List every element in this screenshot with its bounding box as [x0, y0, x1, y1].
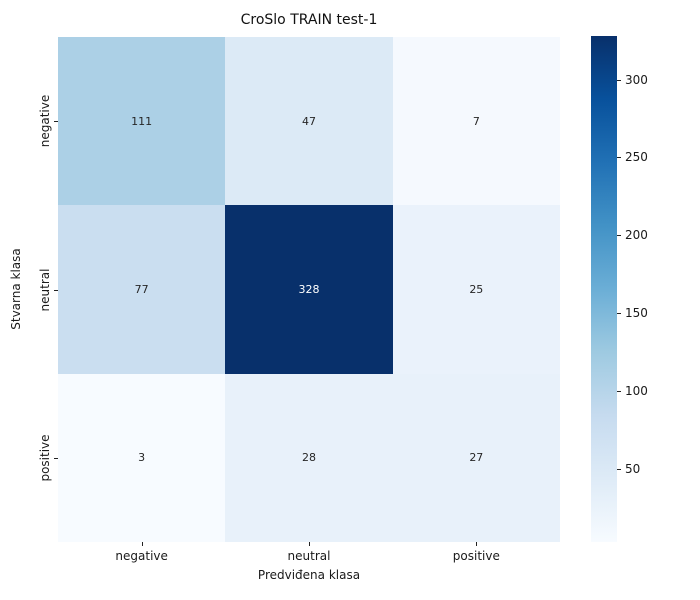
y-axis-label: Stvarna klasa: [9, 248, 23, 330]
x-axis-label: Predviđena klasa: [257, 568, 361, 582]
x-tick-mark: [476, 542, 478, 546]
colorbar-tick-label: 250: [625, 150, 648, 165]
x-tick-label: positive: [452, 549, 500, 563]
colorbar-tick-label: 50: [625, 461, 641, 476]
heatmap-cell: 25: [392, 205, 560, 374]
y-tick-mark: [54, 121, 58, 123]
colorbar: [591, 36, 617, 542]
heatmap-cell: 328: [225, 205, 393, 374]
heatmap-cell: 77: [58, 205, 226, 374]
heatmap-cell: 28: [225, 373, 393, 542]
colorbar-tick-mark: [617, 157, 621, 159]
y-tick-label: positive: [38, 434, 52, 482]
y-tick-label: neutral: [38, 268, 52, 311]
colorbar-tick-mark: [617, 390, 621, 392]
x-tick-mark: [309, 542, 310, 546]
heatmap-grid: 111 47 7 77 328 25 3 28 27: [58, 37, 560, 542]
colorbar-tick-label: 100: [625, 383, 648, 398]
colorbar-tick-mark: [617, 79, 621, 81]
heatmap-cell: 27: [392, 373, 560, 542]
x-tick-label: negative: [115, 549, 168, 563]
y-tick-mark: [54, 289, 58, 291]
colorbar-tick-mark: [617, 235, 621, 237]
y-tick-mark: [54, 457, 58, 459]
heatmap-cell: 47: [225, 37, 393, 206]
heatmap-cell: 7: [392, 37, 560, 206]
x-tick-mark: [141, 542, 143, 546]
heatmap-cell: 111: [58, 37, 226, 206]
colorbar-tick-mark: [617, 313, 621, 315]
chart-title: CroSlo TRAIN test-1: [240, 12, 378, 28]
colorbar-tick-label: 200: [625, 228, 648, 243]
colorbar-tick-mark: [617, 468, 621, 470]
x-tick-label: neutral: [287, 549, 331, 563]
y-tick-label: negative: [38, 94, 52, 148]
colorbar-tick-label: 300: [625, 72, 648, 87]
heatmap-cell: 3: [58, 373, 226, 542]
colorbar-tick-label: 150: [625, 306, 648, 321]
